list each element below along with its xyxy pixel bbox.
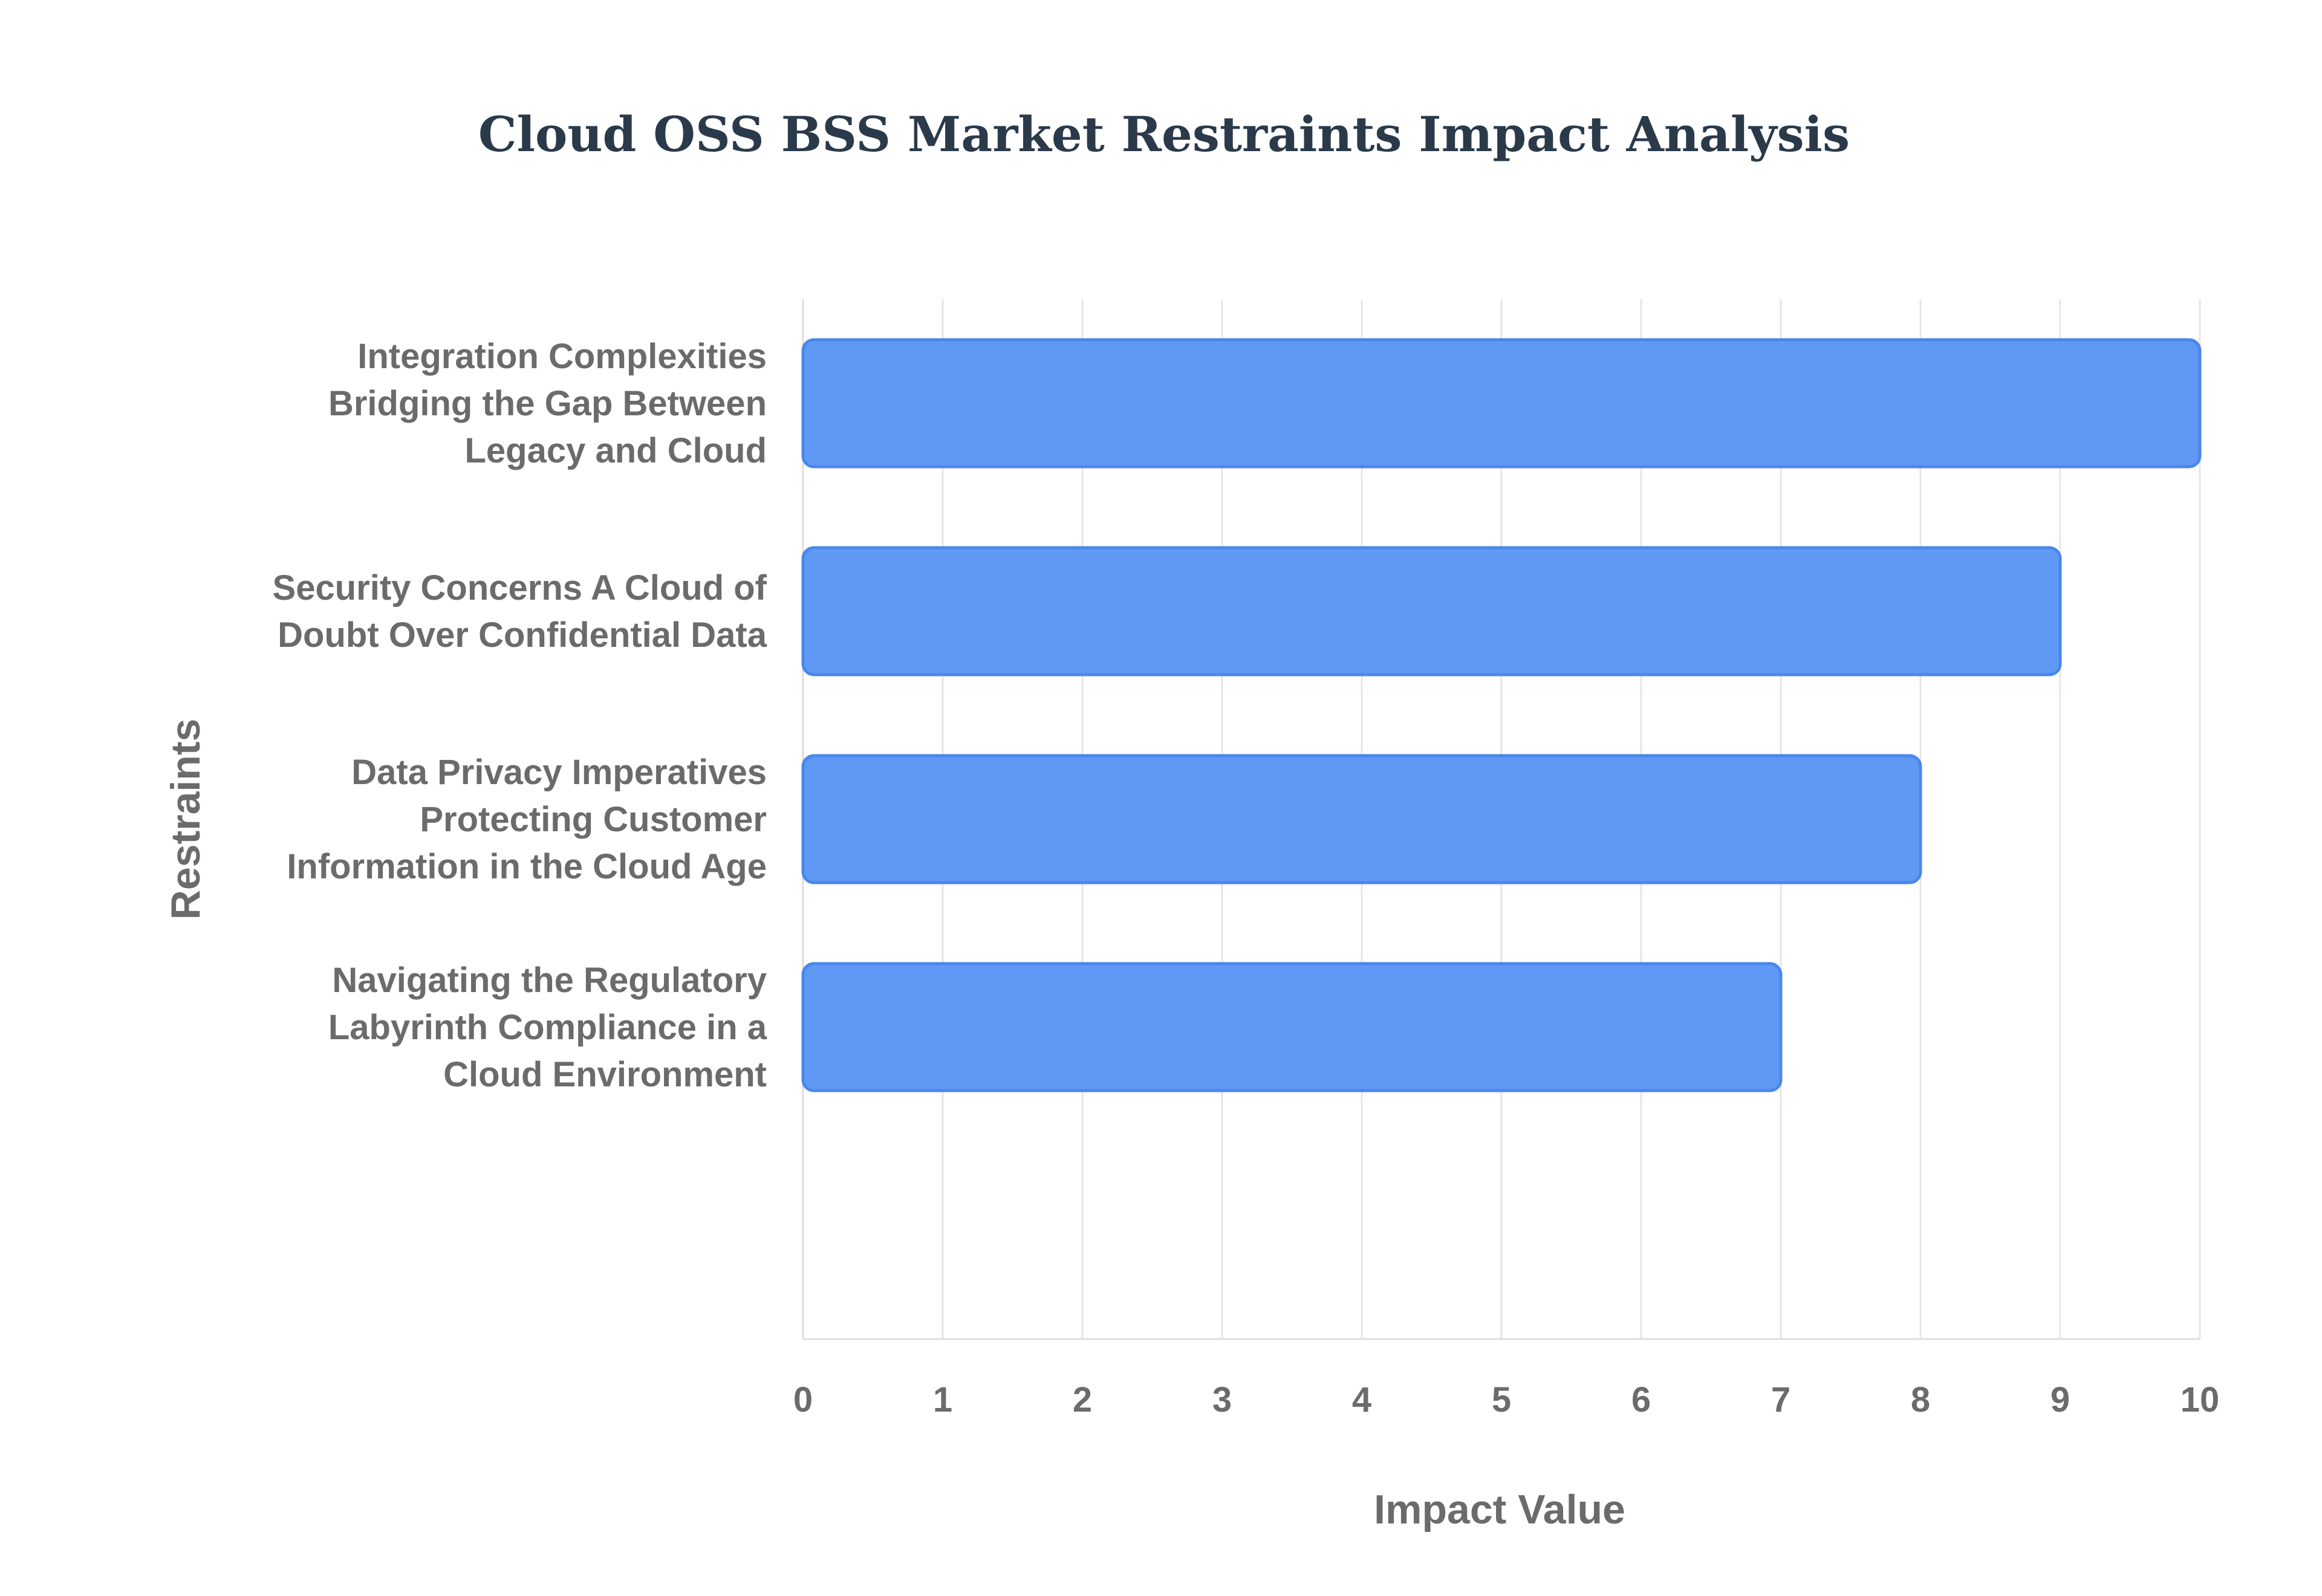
x-tick-labels: 0 1 2 3 4 5 6 7 8 9 10 bbox=[793, 1380, 2219, 1419]
category-label-line: Security Concerns A Cloud of bbox=[273, 568, 767, 608]
category-label-2: Security Concerns A Cloud of Doubt Over C… bbox=[273, 568, 767, 655]
x-tick-label-7: 7 bbox=[1771, 1380, 1790, 1419]
category-label-line: Navigating the Regulatory bbox=[332, 961, 767, 1000]
category-label-line: Integration Complexities bbox=[357, 337, 767, 376]
bar-4[interactable] bbox=[801, 962, 1783, 1092]
category-label-line: Cloud Environment bbox=[443, 1055, 767, 1094]
bars bbox=[801, 338, 2202, 1092]
x-tick-label-10: 10 bbox=[2181, 1380, 2220, 1419]
category-label-line: Labyrinth Compliance in a bbox=[328, 1008, 767, 1047]
category-label-line: Data Privacy Imperatives bbox=[351, 753, 767, 792]
category-label-line: Doubt Over Confidential Data bbox=[278, 615, 767, 655]
category-label-line: Legacy and Cloud bbox=[464, 431, 767, 470]
x-tick-label-8: 8 bbox=[1911, 1380, 1930, 1419]
x-tick-label-0: 0 bbox=[793, 1380, 813, 1419]
chart-title: Cloud OSS BSS Market Restraints Impact A… bbox=[478, 106, 1850, 163]
x-tick-label-5: 5 bbox=[1492, 1380, 1511, 1419]
category-label-4: Navigating the Regulatory Labyrinth Compl… bbox=[328, 961, 767, 1094]
x-tick-label-2: 2 bbox=[1073, 1380, 1092, 1419]
x-tick-label-6: 6 bbox=[1631, 1380, 1651, 1419]
category-label-3: Data Privacy Imperatives Protecting Custo… bbox=[287, 753, 767, 886]
x-tick-label-3: 3 bbox=[1212, 1380, 1232, 1419]
bar-3[interactable] bbox=[801, 754, 1922, 884]
x-axis-title: Impact Value bbox=[1374, 1487, 1625, 1533]
category-label-1: Integration Complexities Bridging the Gap… bbox=[328, 337, 767, 470]
x-tick-label-4: 4 bbox=[1352, 1380, 1371, 1419]
bar-2[interactable] bbox=[801, 546, 2062, 676]
category-label-line: Protecting Customer bbox=[420, 800, 767, 839]
category-label-line: Information in the Cloud Age bbox=[287, 847, 767, 886]
x-tick-label-9: 9 bbox=[2050, 1380, 2070, 1419]
category-label-line: Bridging the Gap Between bbox=[328, 384, 767, 423]
category-labels: Integration Complexities Bridging the Gap… bbox=[273, 337, 767, 1094]
y-axis-title: Restraints bbox=[163, 719, 209, 920]
bar-1[interactable] bbox=[801, 338, 2202, 469]
x-tick-label-1: 1 bbox=[933, 1380, 952, 1419]
